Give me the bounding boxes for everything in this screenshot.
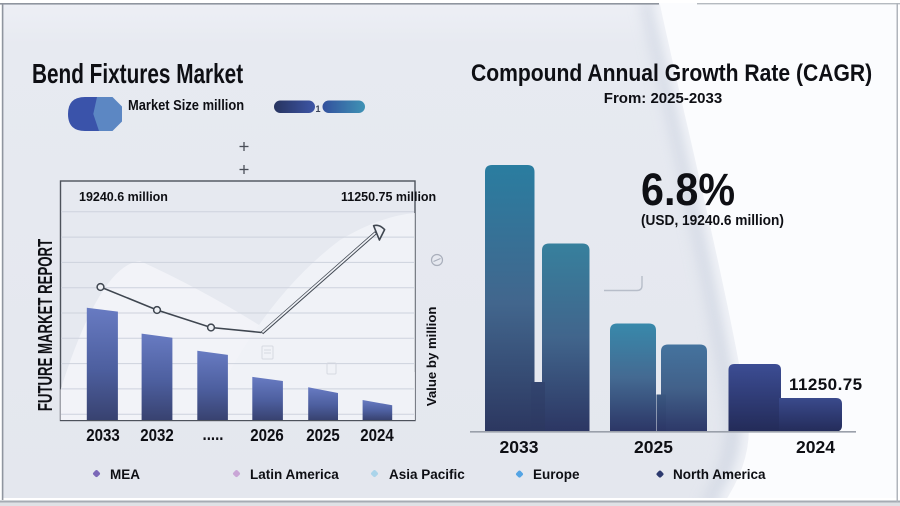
svg-text:FUTURE MARKET REPORT: FUTURE MARKET REPORT bbox=[34, 238, 56, 411]
svg-text:Value by million: Value by million bbox=[424, 307, 439, 407]
